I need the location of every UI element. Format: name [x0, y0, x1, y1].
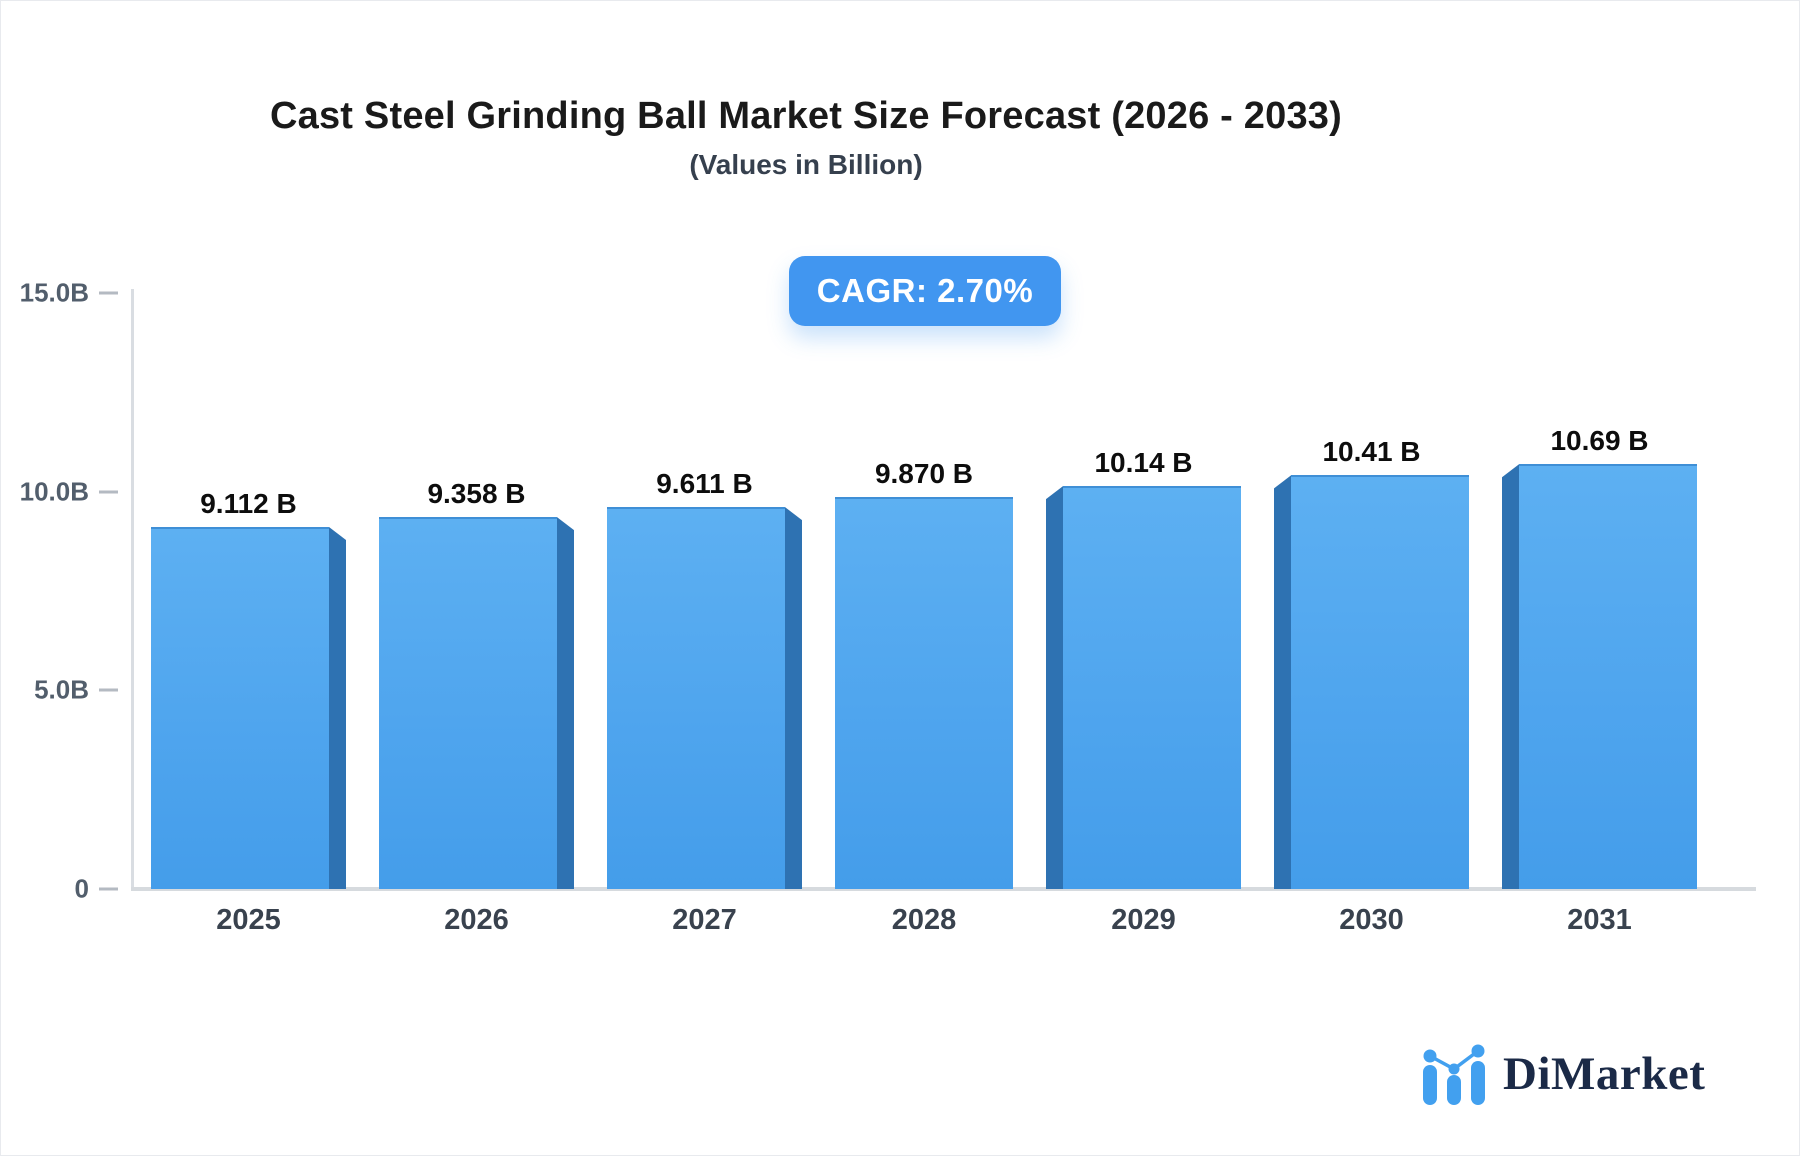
bar-2028[interactable]: [835, 496, 1013, 889]
bar-side-face-2030: [1274, 475, 1291, 889]
y-tick-mark: [99, 291, 118, 295]
bar-value-label: 10.41 B: [1322, 436, 1421, 468]
y-tick-label: 5.0B: [34, 674, 89, 705]
y-tick-mark: [99, 490, 118, 494]
y-tick-mark: [99, 688, 118, 692]
y-tick-mark: [99, 887, 118, 891]
x-tick-label: 2029: [1111, 904, 1176, 936]
bar-side-face-2031: [1502, 464, 1519, 889]
x-tick-label: 2025: [216, 904, 281, 936]
bar-2025[interactable]: [151, 526, 329, 889]
bar-value-label: 10.69 B: [1550, 425, 1649, 457]
brand-logo-text: DiMarket: [1503, 1048, 1706, 1100]
bar-value-label: 9.358 B: [427, 478, 526, 510]
bar-chart-logo-icon: [1423, 1044, 1485, 1105]
bar-2030[interactable]: [1291, 475, 1469, 889]
y-tick-label: 15.0B: [19, 277, 89, 308]
bar-value-label: 10.14 B: [1094, 447, 1193, 479]
bar-2027[interactable]: [607, 507, 785, 889]
x-tick-label: 2027: [672, 904, 737, 936]
chart-title: Cast Steel Grinding Ball Market Size For…: [270, 95, 1342, 137]
bar-2031[interactable]: [1519, 464, 1697, 889]
bar-side-face-2029: [1046, 486, 1063, 889]
bar-value-label: 9.611 B: [656, 468, 753, 500]
chart-subtitle: (Values in Billion): [689, 149, 923, 180]
x-tick-label: 2026: [444, 904, 509, 936]
bar-value-label: 9.112 B: [200, 487, 297, 519]
bar-2029[interactable]: [1063, 486, 1241, 889]
bar-side-face-2026: [557, 517, 574, 889]
y-axis-line: [131, 289, 134, 891]
x-tick-label: 2030: [1339, 904, 1404, 936]
bar-side-face-2027: [785, 507, 802, 889]
x-tick-label: 2028: [891, 904, 957, 936]
x-axis-line: [131, 887, 1756, 891]
x-tick-label: 2031: [1567, 904, 1632, 936]
y-tick-label: 10.0B: [19, 476, 89, 507]
y-tick-label: 0: [74, 873, 89, 904]
brand-logo: DiMarket: [1421, 1041, 1705, 1107]
bar-side-face-2025: [329, 526, 346, 889]
bar-2026[interactable]: [379, 517, 557, 889]
bar-value-label: 9.870 B: [874, 457, 974, 489]
cagr-badge: CAGR: 2.70%: [789, 256, 1061, 326]
